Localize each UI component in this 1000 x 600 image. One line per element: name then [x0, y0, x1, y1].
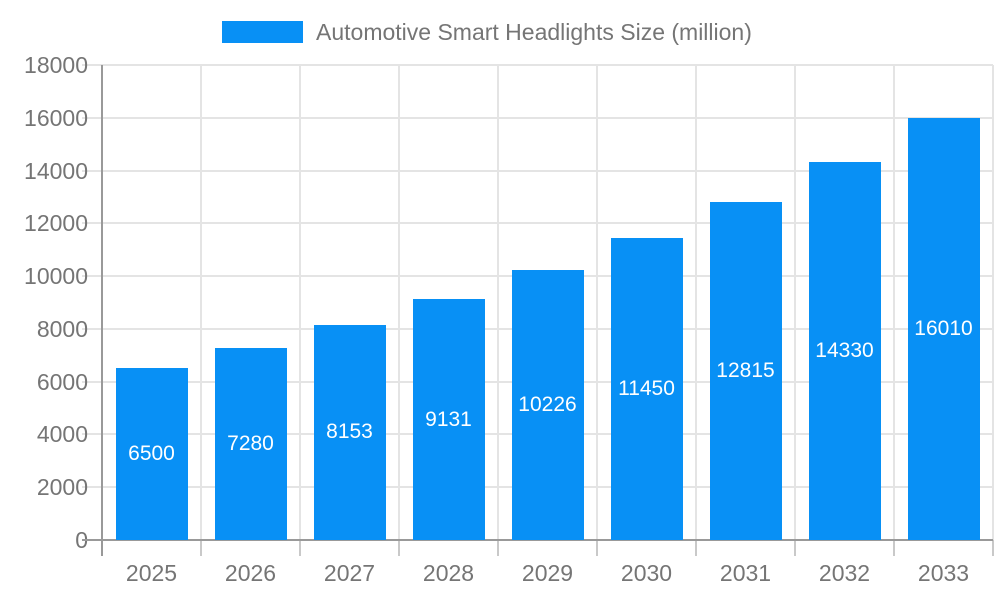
y-axis-label: 2000 [36, 474, 88, 501]
y-gridline [102, 116, 993, 119]
x-axis-tick [596, 540, 598, 556]
bar-value-label: 9131 [425, 407, 472, 431]
bar-2026[interactable] [214, 347, 287, 540]
bar-value-label: 12815 [716, 358, 775, 382]
y-axis-tick [82, 380, 102, 383]
y-axis-label: 10000 [24, 263, 88, 290]
x-axis-tick [200, 540, 202, 556]
bar-2028[interactable] [412, 299, 485, 540]
x-axis-label: 2031 [719, 560, 772, 586]
x-axis-tick [695, 540, 697, 556]
x-gridline [200, 65, 202, 540]
x-axis-label: 2032 [818, 560, 871, 586]
y-axis-label: 12000 [24, 210, 88, 237]
legend-item[interactable]: Automotive Smart Headlights Size (millio… [222, 14, 752, 50]
y-axis-label: 4000 [36, 421, 88, 448]
x-axis-label: 2033 [917, 560, 970, 586]
y-gridline [102, 64, 993, 66]
x-gridline [398, 65, 400, 540]
bar-2031[interactable] [709, 201, 782, 540]
x-gridline [299, 65, 301, 540]
bar-value-label: 8153 [326, 420, 373, 444]
y-axis-tick [82, 433, 102, 436]
y-axis-tick [82, 116, 102, 119]
bar-value-label: 7280 [227, 431, 274, 455]
x-axis-label: 2029 [521, 560, 574, 586]
y-axis-label: 14000 [24, 157, 88, 184]
x-axis-tick [893, 540, 895, 556]
x-axis-tick [398, 540, 400, 556]
x-axis-label: 2026 [224, 560, 277, 586]
bar-2032[interactable] [808, 161, 881, 540]
bar-value-label: 11450 [618, 376, 675, 400]
x-axis-tick [299, 540, 301, 556]
x-axis-label: 2027 [323, 560, 376, 586]
x-gridline [794, 65, 796, 540]
x-axis-label: 2030 [620, 560, 673, 586]
bar-value-label: 10226 [518, 393, 577, 417]
legend-swatch [222, 21, 303, 43]
x-axis-tick [794, 540, 796, 556]
y-gridline [102, 169, 993, 172]
y-axis-label: 18000 [24, 52, 88, 78]
y-axis-label: 0 [75, 527, 88, 553]
y-axis-label: 6000 [36, 368, 88, 395]
y-gridline [102, 222, 993, 225]
y-axis-tick [82, 275, 102, 278]
bar-value-label: 14330 [815, 338, 874, 362]
x-gridline [893, 65, 895, 540]
x-axis-tick [497, 540, 499, 556]
y-axis-tick [82, 64, 102, 66]
x-axis-tick [992, 540, 994, 556]
x-gridline [695, 65, 697, 540]
bar-2033[interactable] [907, 117, 980, 540]
legend-label: Automotive Smart Headlights Size (millio… [316, 19, 752, 45]
x-gridline [596, 65, 598, 540]
bar-2025[interactable] [115, 368, 188, 540]
x-axis-label: 2028 [422, 560, 475, 586]
bar-2030[interactable] [610, 237, 683, 540]
bar-value-label: 16010 [914, 316, 973, 340]
y-axis-tick [82, 222, 102, 225]
bar-2027[interactable] [313, 324, 386, 540]
x-axis-label: 2025 [125, 560, 178, 586]
y-axis-line [101, 65, 103, 556]
y-axis-label: 16000 [24, 104, 88, 131]
bar-value-label: 6500 [128, 442, 175, 466]
x-gridline [497, 65, 499, 540]
bar-2029[interactable] [511, 270, 584, 540]
x-axis-line [82, 539, 993, 541]
x-gridline [992, 65, 994, 540]
y-axis-tick [82, 169, 102, 172]
y-axis-label: 8000 [36, 315, 88, 342]
y-axis-tick [82, 327, 102, 330]
y-axis-tick [82, 486, 102, 489]
